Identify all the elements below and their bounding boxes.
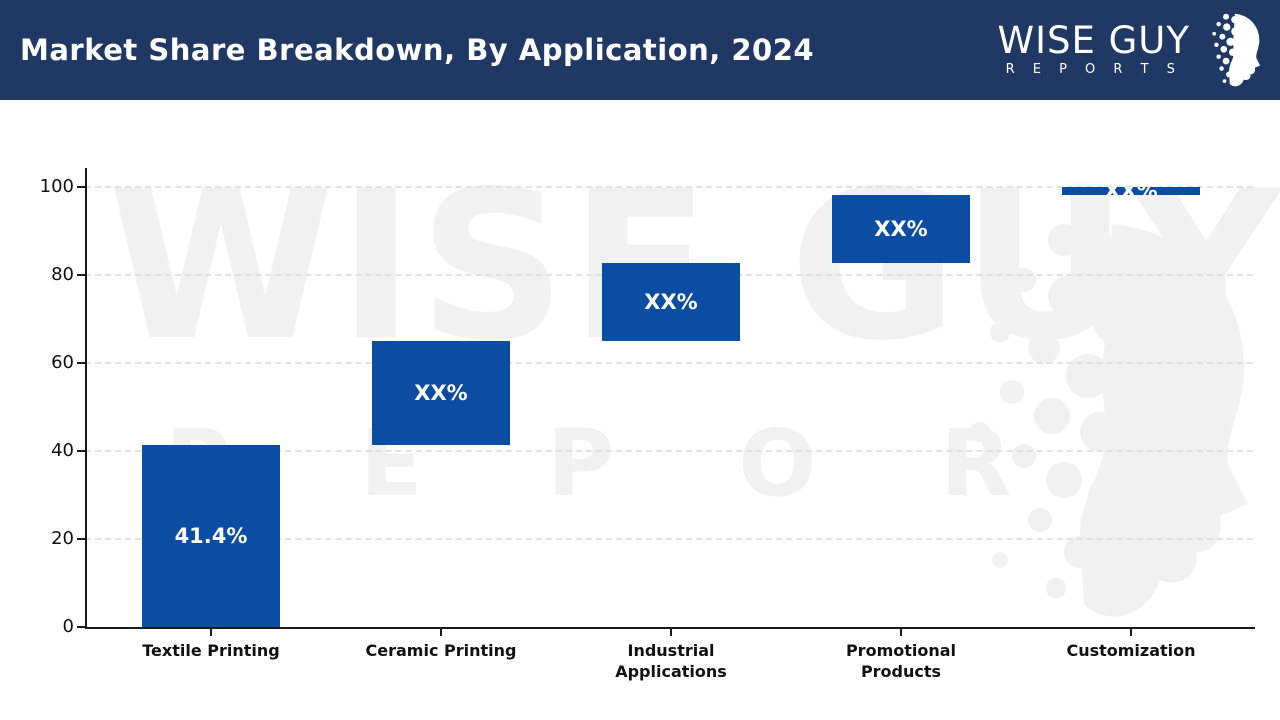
x-tick-mark [670, 629, 672, 636]
header-bar: Market Share Breakdown, By Application, … [0, 0, 1280, 100]
bar-value-label: XX% [1104, 187, 1157, 195]
bar-customization: XX% [1062, 187, 1200, 195]
x-tick-label: Promotional Products [845, 641, 957, 681]
watermark-head-profile [970, 224, 1248, 617]
x-tick-mark [440, 629, 442, 636]
bar-value-label: XX% [644, 289, 698, 314]
logo-wordmark: WISE GUY [997, 19, 1190, 62]
page-title: Market Share Breakdown, By Application, … [20, 33, 815, 67]
gridline [85, 186, 1253, 188]
y-tick-mark [77, 186, 85, 188]
logo-text: WISE GUY R E P O R T S [998, 22, 1190, 78]
bar-value-label: XX% [874, 216, 928, 241]
y-tick-mark [77, 362, 85, 364]
y-tick-label: 40 [51, 440, 74, 461]
y-tick-mark [77, 450, 85, 452]
bar-textile-printing: 41.4% [142, 444, 280, 627]
y-axis-line [85, 168, 87, 629]
y-tick-mark [77, 538, 85, 540]
bar-industrial-applications: XX% [602, 262, 740, 341]
x-tick-mark [900, 629, 902, 636]
x-tick-mark [210, 629, 212, 636]
x-tick-label: Customization [1066, 641, 1196, 660]
y-tick-label: 0 [62, 616, 74, 637]
x-tick-label: Industrial Applications [615, 641, 727, 681]
x-tick-mark [1130, 629, 1132, 636]
dotted-head-profile-icon [1212, 13, 1261, 87]
wise-guy-logo: WISE GUY R E P O R T S [998, 6, 1266, 94]
gridline [85, 362, 1253, 364]
y-tick-label: 20 [51, 528, 74, 549]
x-tick-label: Ceramic Printing [365, 641, 517, 660]
logo-subtitle: R E P O R T S [1005, 62, 1182, 77]
y-tick-mark [77, 274, 85, 276]
bar-value-label: XX% [414, 380, 468, 405]
y-tick-mark [77, 626, 85, 628]
bar-promotional-products: XX% [832, 194, 970, 263]
gridline [85, 450, 1253, 452]
x-tick-label: Textile Printing [142, 641, 280, 660]
bar-value-label: 41.4% [174, 523, 248, 548]
y-tick-label: 100 [39, 176, 74, 197]
bar-ceramic-printing: XX% [372, 341, 510, 445]
y-tick-label: 60 [51, 352, 74, 373]
gridline [85, 538, 1253, 540]
y-tick-label: 80 [51, 264, 74, 285]
x-axis-line [85, 627, 1255, 629]
